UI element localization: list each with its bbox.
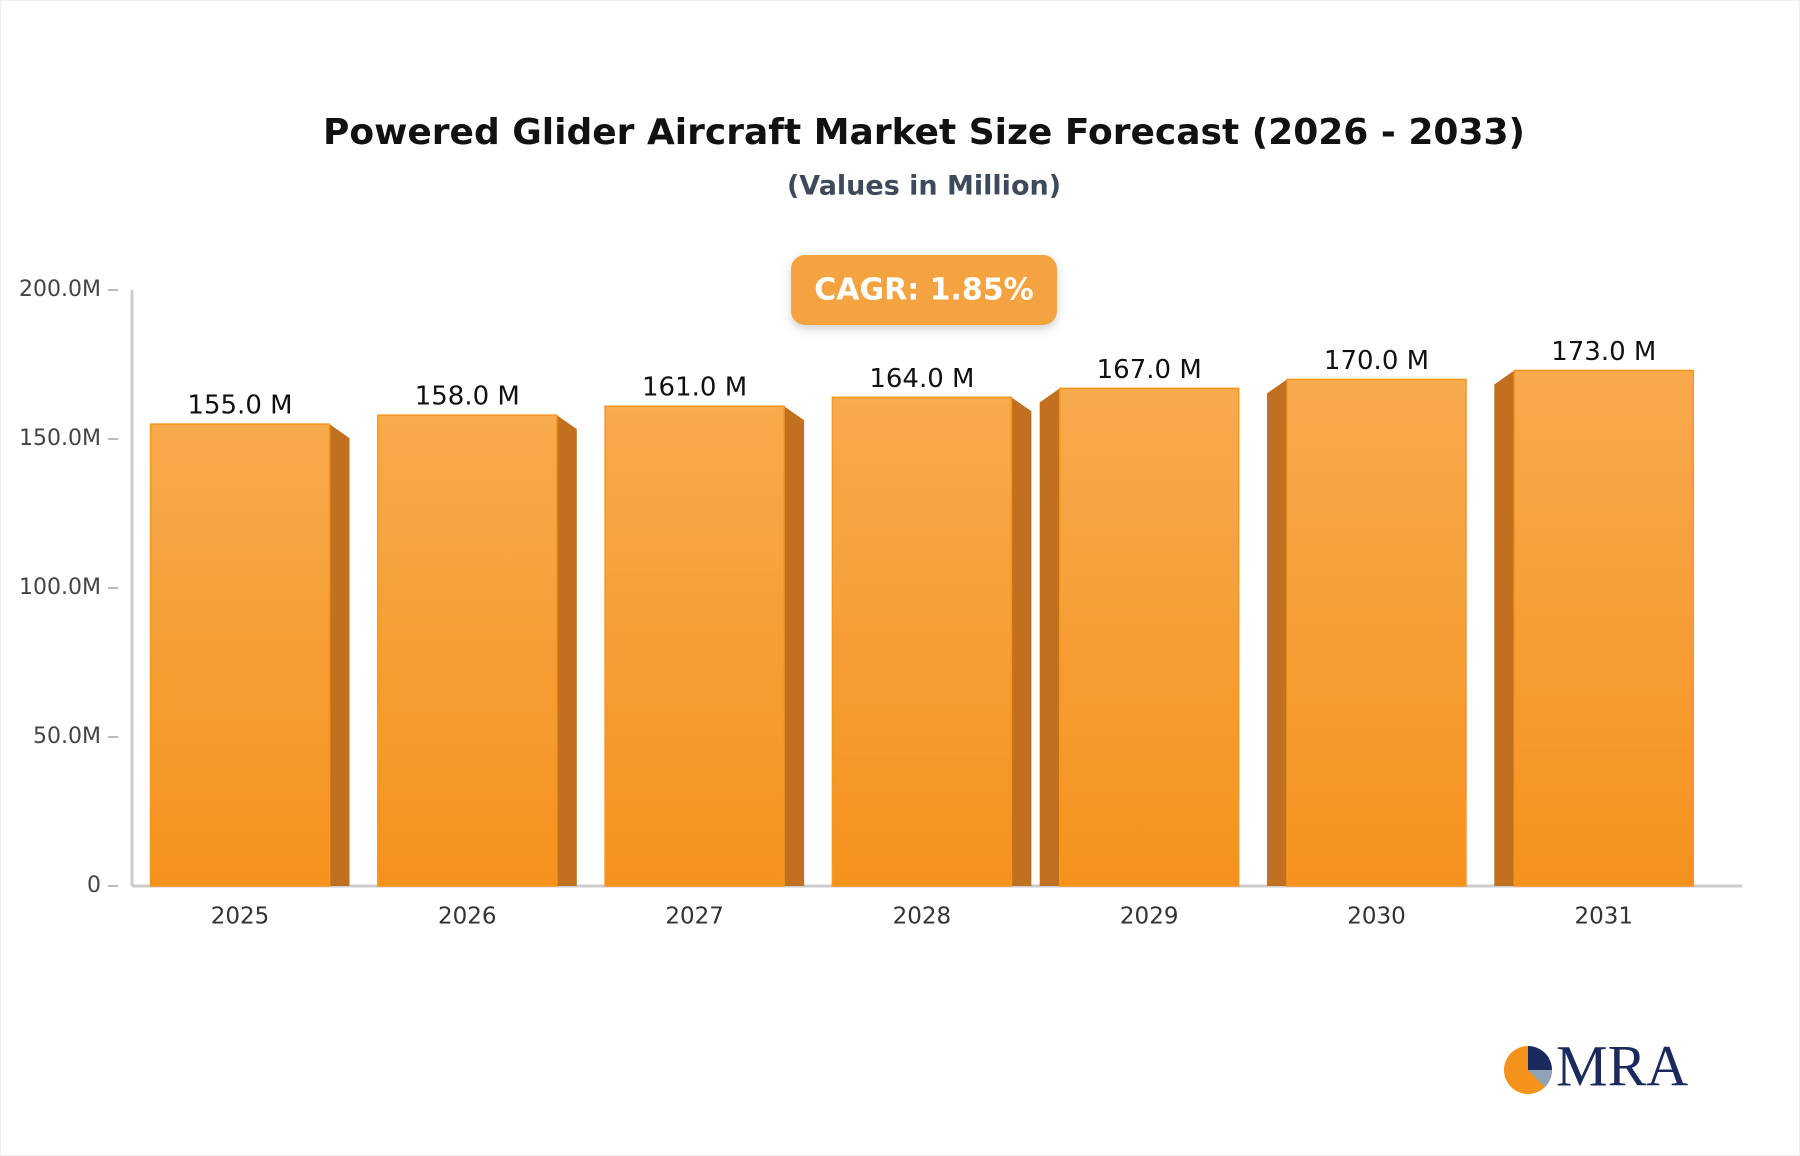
value-label: 170.0 M: [1324, 346, 1429, 376]
x-tick-label: 2027: [665, 904, 724, 930]
x-tick-label: 2025: [211, 904, 270, 930]
y-tick-label: 100.0M: [19, 575, 101, 600]
cagr-label: CAGR: 1.85%: [814, 273, 1033, 308]
value-label: 155.0 M: [187, 391, 292, 421]
x-tick-label: 2028: [893, 904, 952, 930]
bar-side: [1494, 370, 1515, 887]
bar: [604, 405, 785, 887]
bar-side: [556, 415, 577, 886]
value-label: 167.0 M: [1097, 355, 1202, 385]
bar: [1513, 369, 1695, 887]
value-label: 173.0 M: [1551, 337, 1656, 367]
bar: [831, 396, 1013, 887]
bar-side: [1267, 379, 1287, 886]
bar-side: [784, 406, 805, 886]
chart-title: Powered Glider Aircraft Market Size Fore…: [323, 112, 1525, 153]
y-tick-label: 0: [87, 873, 101, 898]
cagr-badge: [791, 255, 1057, 325]
bar: [149, 423, 331, 887]
plot-area: 0 50.0M 100.0M 150.0M 200.0M 2025 155.0 M 2026 1…: [19, 277, 1742, 930]
logo: MRA: [1504, 1033, 1688, 1098]
logo-icon: [1528, 1070, 1553, 1087]
bar: [377, 414, 558, 887]
y-tick-label: 200.0M: [19, 277, 101, 302]
logo-icon: [1528, 1046, 1552, 1070]
value-label: 158.0 M: [415, 382, 520, 412]
bar: [1286, 378, 1467, 887]
y-tick-label: 50.0M: [33, 724, 101, 749]
y-tick-label: 150.0M: [19, 426, 101, 451]
value-label: 164.0 M: [869, 364, 974, 394]
logo-text: MRA: [1556, 1033, 1688, 1098]
x-tick-label: 2031: [1575, 904, 1634, 930]
bar-side: [329, 424, 350, 886]
chart-subtitle: (Values in Million): [787, 171, 1061, 202]
bar: [1058, 387, 1240, 887]
bar-side: [1011, 397, 1032, 886]
value-label: 161.0 M: [642, 373, 747, 403]
x-tick-label: 2030: [1347, 904, 1406, 930]
bar-side: [1039, 388, 1060, 886]
x-tick-label: 2026: [438, 904, 497, 930]
x-tick-label: 2029: [1120, 904, 1179, 930]
